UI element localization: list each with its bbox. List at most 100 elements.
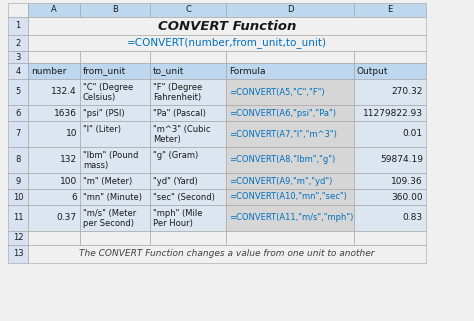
Text: 13: 13	[13, 249, 23, 258]
Bar	[226, 231, 354, 245]
Bar	[8, 121, 28, 147]
Text: "m/s" (Meter
per Second): "m/s" (Meter per Second)	[83, 209, 136, 229]
Text: "m^3" (Cubic
Meter): "m^3" (Cubic Meter)	[153, 125, 210, 144]
Text: 100: 100	[60, 177, 77, 186]
Bar	[150, 147, 226, 173]
Bar	[80, 205, 150, 231]
Text: from_unit: from_unit	[83, 66, 126, 75]
Text: 1636: 1636	[54, 108, 77, 117]
Text: to_unit: to_unit	[153, 66, 184, 75]
Text: The CONVERT Function changes a value from one unit to another: The CONVERT Function changes a value fro…	[79, 249, 375, 258]
Bar	[354, 121, 426, 147]
Bar	[8, 147, 28, 173]
Bar	[150, 121, 226, 147]
Text: 2: 2	[15, 39, 21, 48]
Text: "l" (Liter): "l" (Liter)	[83, 125, 121, 134]
Bar	[226, 121, 354, 147]
Text: "C" (Degree
Celsius): "C" (Degree Celsius)	[83, 83, 133, 102]
Text: 132: 132	[60, 155, 77, 164]
Text: 0.01: 0.01	[403, 129, 423, 138]
Bar	[80, 231, 150, 245]
Bar	[150, 205, 226, 231]
Bar	[150, 173, 226, 189]
Text: "psi" (PSI): "psi" (PSI)	[83, 109, 125, 118]
Bar	[80, 3, 150, 17]
Text: =CONVERT(A5,"C","F"): =CONVERT(A5,"C","F")	[229, 88, 325, 97]
Text: CONVERT Function: CONVERT Function	[158, 20, 296, 32]
Bar	[80, 105, 150, 121]
Bar	[8, 3, 28, 17]
Bar	[226, 79, 354, 105]
Bar	[354, 63, 426, 79]
Text: 10: 10	[13, 193, 23, 202]
Bar	[226, 147, 354, 173]
Text: "Pa" (Pascal): "Pa" (Pascal)	[153, 109, 206, 118]
Text: 360.00: 360.00	[392, 193, 423, 202]
Text: "yd" (Yard): "yd" (Yard)	[153, 177, 198, 186]
Text: "m" (Meter): "m" (Meter)	[83, 177, 132, 186]
Text: "g" (Gram): "g" (Gram)	[153, 151, 198, 160]
Text: "mn" (Minute): "mn" (Minute)	[83, 193, 142, 202]
Bar	[226, 63, 354, 79]
Bar	[28, 189, 80, 205]
Bar	[354, 231, 426, 245]
Bar	[354, 173, 426, 189]
Bar	[150, 105, 226, 121]
Bar	[28, 63, 80, 79]
Bar	[354, 105, 426, 121]
Bar	[150, 189, 226, 205]
Bar	[28, 51, 80, 63]
Text: 7: 7	[15, 129, 21, 138]
Text: 109.36: 109.36	[392, 177, 423, 186]
Text: number: number	[31, 66, 66, 75]
Bar	[80, 147, 150, 173]
Bar	[28, 79, 80, 105]
Bar	[28, 205, 80, 231]
Text: "F" (Degree
Fahrenheit): "F" (Degree Fahrenheit)	[153, 83, 202, 102]
Text: Output: Output	[357, 66, 389, 75]
Bar	[80, 121, 150, 147]
Bar	[8, 105, 28, 121]
Text: 270.32: 270.32	[392, 88, 423, 97]
Text: 9: 9	[15, 177, 21, 186]
Text: B: B	[112, 5, 118, 14]
Text: C: C	[185, 5, 191, 14]
Text: 59874.19: 59874.19	[380, 155, 423, 164]
Bar	[80, 189, 150, 205]
Text: Formula: Formula	[229, 66, 265, 75]
Text: 6: 6	[71, 193, 77, 202]
Text: 0.83: 0.83	[403, 213, 423, 222]
Bar	[150, 231, 226, 245]
Text: D: D	[287, 5, 293, 14]
Text: "sec" (Second): "sec" (Second)	[153, 193, 215, 202]
Bar	[226, 173, 354, 189]
Bar	[226, 51, 354, 63]
Text: 132.4: 132.4	[51, 88, 77, 97]
Bar	[150, 51, 226, 63]
Text: =CONVERT(A8,"lbm","g"): =CONVERT(A8,"lbm","g")	[229, 155, 335, 164]
Bar	[8, 245, 28, 263]
Text: =CONVERT(A11,"m/s","mph"): =CONVERT(A11,"m/s","mph")	[229, 213, 354, 222]
Text: "lbm" (Pound
mass): "lbm" (Pound mass)	[83, 151, 138, 170]
Text: 6: 6	[15, 108, 21, 117]
Text: 5: 5	[15, 88, 21, 97]
Bar	[226, 189, 354, 205]
Text: =CONVERT(A6,"psi","Pa"): =CONVERT(A6,"psi","Pa")	[229, 108, 336, 117]
Bar	[28, 17, 426, 35]
Bar	[80, 79, 150, 105]
Bar	[354, 147, 426, 173]
Bar	[28, 245, 426, 263]
Bar	[28, 173, 80, 189]
Bar	[150, 79, 226, 105]
Bar	[226, 205, 354, 231]
Text: =CONVERT(A9,"m","yd"): =CONVERT(A9,"m","yd")	[229, 177, 332, 186]
Bar	[8, 79, 28, 105]
Text: 8: 8	[15, 155, 21, 164]
Bar	[8, 63, 28, 79]
Bar	[28, 35, 426, 51]
Bar	[8, 205, 28, 231]
Text: E: E	[387, 5, 392, 14]
Text: 1: 1	[15, 22, 21, 30]
Bar	[8, 231, 28, 245]
Text: =CONVERT(number,from_unit,to_unit): =CONVERT(number,from_unit,to_unit)	[127, 38, 327, 48]
